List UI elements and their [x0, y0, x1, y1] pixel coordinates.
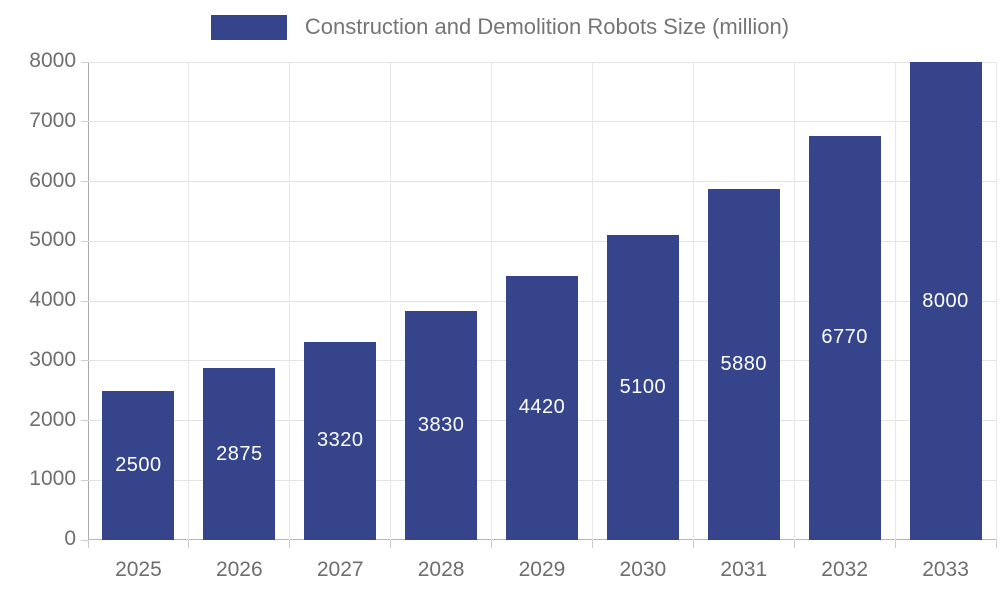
y-tick-label: 2000 [29, 407, 76, 431]
plot-area: 2500 2875 3320 3830 4420 5100 5880 6770 8000 [88, 61, 997, 540]
gridline-vertical [188, 62, 190, 540]
x-tick-label: 2029 [518, 558, 566, 581]
bar[interactable]: 5100 [606, 235, 679, 540]
y-axis-tick [81, 539, 88, 541]
y-tick-label: 6000 [29, 168, 76, 192]
x-axis-tick [692, 540, 694, 548]
gridline-vertical [491, 62, 493, 540]
bar[interactable]: 4420 [506, 275, 578, 540]
y-tick-label: 1000 [29, 467, 76, 491]
legend-label: Construction and Demolition Robots Size … [304, 14, 790, 39]
bar[interactable]: 2875 [203, 368, 276, 540]
x-axis-tick [591, 540, 593, 548]
bar[interactable]: 3830 [405, 311, 478, 540]
bar-value-label: 2875 [216, 442, 263, 465]
legend-swatch [210, 14, 287, 40]
x-tick-label: 2031 [720, 558, 768, 581]
gridline-vertical [591, 62, 593, 540]
y-axis-tick [81, 300, 88, 302]
y-axis-tick [81, 360, 88, 362]
gridline-vertical [793, 62, 795, 540]
x-axis-tick [995, 540, 997, 548]
chart-legend: Construction and Demolition Robots Size … [0, 14, 1000, 40]
y-axis-tick [81, 121, 88, 123]
y-tick-label: 3000 [29, 347, 76, 371]
x-axis-tick [793, 540, 795, 548]
bar-value-label: 4420 [518, 396, 566, 419]
legend-item[interactable]: Construction and Demolition Robots Size … [210, 14, 790, 40]
y-tick-label: 7000 [29, 108, 76, 132]
x-axis-tick [390, 540, 392, 548]
x-axis-tick [87, 540, 89, 548]
gridline-vertical [692, 62, 694, 540]
bar[interactable]: 8000 [909, 62, 982, 540]
y-axis-tick [81, 181, 88, 182]
y-axis-tick [81, 61, 88, 63]
x-tick-label: 2030 [619, 558, 667, 581]
bar[interactable]: 2500 [102, 390, 175, 540]
bar-value-label: 3320 [316, 429, 364, 452]
bar-value-label: 2500 [115, 453, 162, 476]
y-tick-label: 5000 [29, 228, 76, 252]
gridline-horizontal [88, 61, 996, 63]
bar[interactable]: 3320 [304, 341, 377, 540]
x-tick-label: 2025 [115, 558, 162, 581]
gridline-vertical [289, 62, 291, 540]
y-tick-label: 0 [64, 527, 76, 550]
x-axis-tick [188, 540, 190, 548]
y-axis-tick [81, 420, 88, 421]
gridline-horizontal [88, 121, 996, 123]
gridline-vertical [894, 62, 896, 540]
gridline-horizontal [88, 240, 996, 242]
bar[interactable]: 6770 [808, 135, 881, 540]
x-tick-label: 2032 [821, 558, 869, 581]
bar[interactable]: 5880 [707, 188, 780, 540]
x-axis-tick [894, 540, 896, 548]
y-axis-tick [81, 240, 88, 242]
bar-value-label: 3830 [417, 414, 465, 437]
y-tick-label: 4000 [29, 288, 76, 311]
y-tick-label: 8000 [29, 49, 76, 72]
x-tick-label: 2033 [922, 558, 969, 581]
x-tick-label: 2026 [215, 558, 263, 581]
bar-value-label: 6770 [821, 326, 868, 349]
gridline-vertical [995, 62, 997, 540]
x-tick-label: 2027 [316, 558, 364, 581]
gridline-vertical [390, 62, 392, 540]
x-tick-label: 2028 [417, 558, 465, 581]
x-axis-tick [289, 540, 291, 548]
bar-value-label: 5100 [619, 376, 667, 399]
bar-value-label: 5880 [720, 352, 768, 375]
bar-value-label: 8000 [922, 289, 969, 312]
gridline-horizontal [88, 181, 996, 182]
x-axis-tick [491, 540, 493, 548]
y-axis-tick [81, 479, 88, 481]
